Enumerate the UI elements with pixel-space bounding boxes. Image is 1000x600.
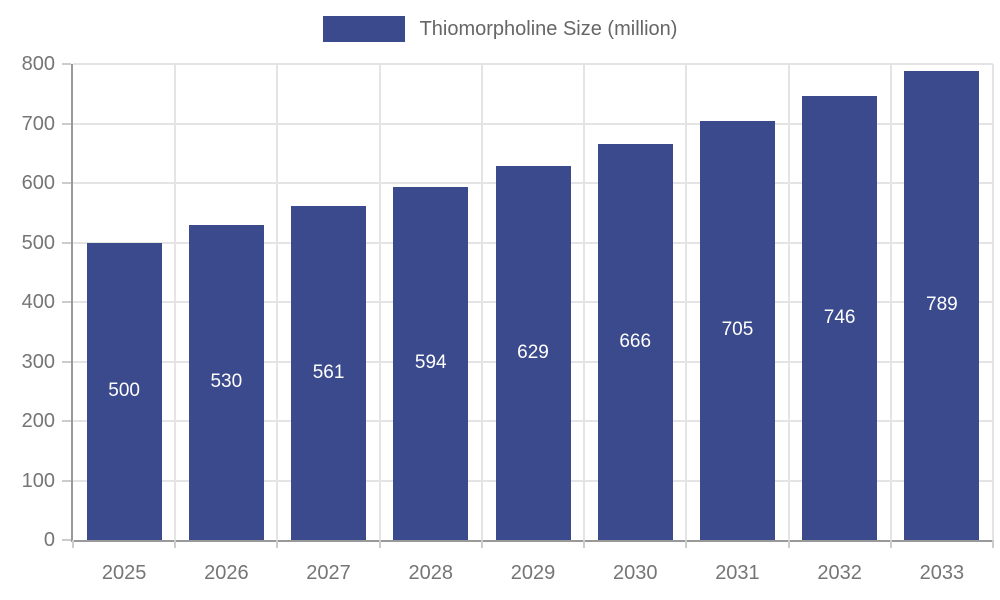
bar-value-label: 789 [926, 294, 958, 316]
legend-label: Thiomorpholine Size (million) [419, 17, 678, 40]
y-tick-mark [62, 360, 71, 363]
y-tick-mark [62, 420, 71, 422]
y-tick-label: 500 [21, 231, 55, 254]
x-tick-mark [276, 540, 279, 548]
bar-value-label: 594 [414, 352, 447, 374]
x-tick-label: 2028 [408, 562, 454, 584]
y-tick-mark [62, 63, 71, 65]
x-tick-mark [787, 540, 790, 548]
x-tick-mark [174, 540, 177, 548]
x-tick-mark [992, 540, 994, 548]
x-tick-mark [889, 540, 892, 548]
bar: 561 [291, 206, 367, 540]
x-gridline [378, 64, 381, 540]
x-tick-label: 2027 [306, 562, 351, 584]
x-tick-label: 2025 [101, 562, 147, 584]
x-tick-label: 2033 [919, 562, 965, 584]
plot-area: 0 100 200 300 400 500 600 700 800 2025 500 2026 530 2… [22, 53, 994, 584]
x-tick-label: 2029 [510, 562, 556, 584]
legend: Thiomorpholine Size (million) [0, 16, 1000, 42]
bar-value-label: 746 [823, 307, 856, 329]
x-tick-mark [480, 540, 483, 548]
bar: 789 [904, 70, 980, 540]
y-tick-mark [62, 539, 71, 541]
x-gridline [480, 64, 483, 540]
y-tick-label: 700 [21, 112, 55, 135]
y-tick-mark [62, 241, 71, 244]
y-tick-label: 300 [21, 350, 55, 373]
legend-swatch [322, 16, 405, 42]
bar: 500 [86, 242, 162, 540]
bar-value-label: 500 [108, 380, 140, 402]
y-tick-mark [62, 182, 71, 184]
x-gridline [992, 64, 994, 540]
bar: 705 [699, 120, 775, 540]
bar-value-label: 530 [210, 371, 243, 393]
x-gridline [685, 64, 688, 540]
y-tick-label: 800 [21, 53, 55, 75]
x-gridline [174, 64, 177, 540]
y-tick-label: 400 [21, 291, 55, 313]
y-gridline [73, 122, 993, 125]
y-gridline [73, 63, 993, 65]
bar: 746 [802, 96, 878, 540]
x-tick-mark [378, 540, 381, 548]
bar-value-label: 666 [619, 330, 652, 352]
y-tick-label: 100 [21, 469, 55, 492]
x-axis-line [71, 540, 993, 542]
y-tick-mark [62, 122, 71, 125]
y-tick-label: 0 [43, 529, 55, 551]
y-tick-mark [62, 479, 71, 482]
x-gridline [583, 64, 586, 540]
y-tick-mark [62, 301, 71, 303]
x-gridline [889, 64, 892, 540]
x-tick-mark [72, 540, 74, 548]
bar: 594 [393, 186, 469, 540]
bar: 629 [495, 165, 571, 540]
x-tick-label: 2032 [817, 562, 862, 584]
x-tick-label: 2026 [204, 562, 249, 584]
bar: 666 [597, 143, 673, 540]
y-tick-label: 600 [21, 172, 55, 194]
bar-value-label: 629 [517, 341, 549, 363]
x-gridline [276, 64, 279, 540]
bar-value-label: 561 [312, 362, 345, 384]
y-tick-label: 200 [21, 410, 55, 432]
y-axis-line [71, 64, 73, 542]
bar: 530 [188, 224, 264, 540]
x-tick-label: 2031 [715, 562, 760, 584]
x-tick-label: 2030 [612, 562, 658, 584]
x-tick-mark [583, 540, 586, 548]
x-gridline [787, 64, 790, 540]
bar-value-label: 705 [721, 319, 754, 341]
x-tick-mark [685, 540, 688, 548]
